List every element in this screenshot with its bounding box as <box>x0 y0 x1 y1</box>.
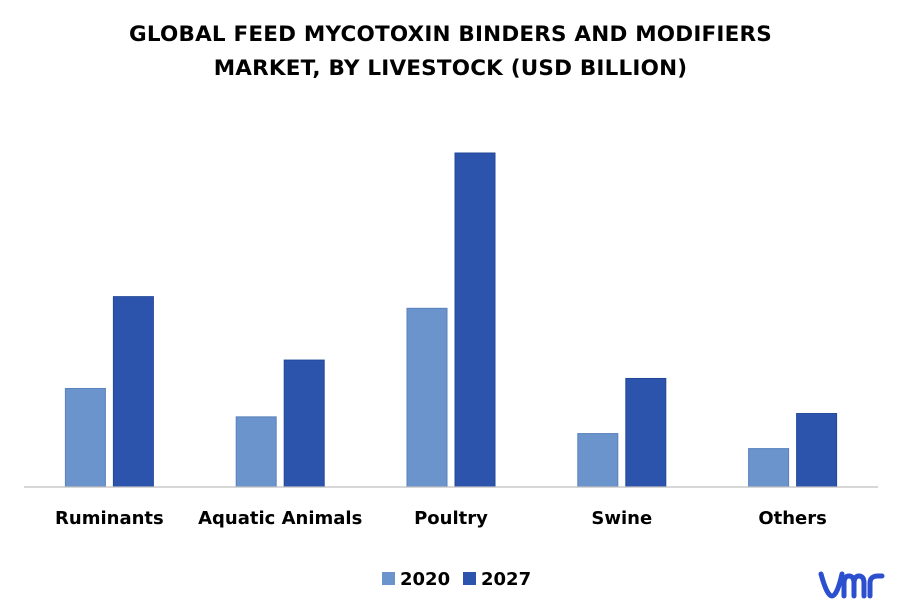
category-labels: Ruminants Aquatic Animals Poultry Swine Othe… <box>55 508 827 529</box>
bar-2027-others <box>796 413 838 488</box>
bars-group <box>64 152 838 488</box>
legend-label-2027: 2027 <box>481 569 531 590</box>
legend-label-2020: 2020 <box>400 569 450 590</box>
bar-2027-ruminants <box>112 296 154 488</box>
category-label: Others <box>758 508 827 529</box>
vmr-logo <box>818 571 885 599</box>
chart-title: GLOBAL FEED MYCOTOXIN BINDERS AND MODIFI… <box>0 18 901 86</box>
bar-2027-aquatic-animals <box>283 359 325 488</box>
legend-swatch-2027 <box>463 572 476 585</box>
bar-2020-poultry <box>406 307 448 488</box>
category-label: Swine <box>591 508 652 529</box>
bar-2020-ruminants <box>64 387 106 488</box>
chart-title-line-1: GLOBAL FEED MYCOTOXIN BINDERS AND MODIFI… <box>129 22 772 47</box>
legend: 2020 2027 <box>382 569 531 590</box>
category-label: Aquatic Animals <box>198 508 362 529</box>
category-label: Poultry <box>414 508 488 529</box>
bar-2020-aquatic-animals <box>235 416 277 488</box>
bar-2020-swine <box>577 433 619 488</box>
legend-swatch-2020 <box>382 572 395 585</box>
bar-2027-swine <box>625 377 667 488</box>
chart-title-line-2: MARKET, BY LIVESTOCK (USD BILLION) <box>213 56 688 81</box>
category-label: Ruminants <box>55 508 164 529</box>
bar-2020-others <box>748 448 790 488</box>
bar-2027-poultry <box>454 152 496 488</box>
